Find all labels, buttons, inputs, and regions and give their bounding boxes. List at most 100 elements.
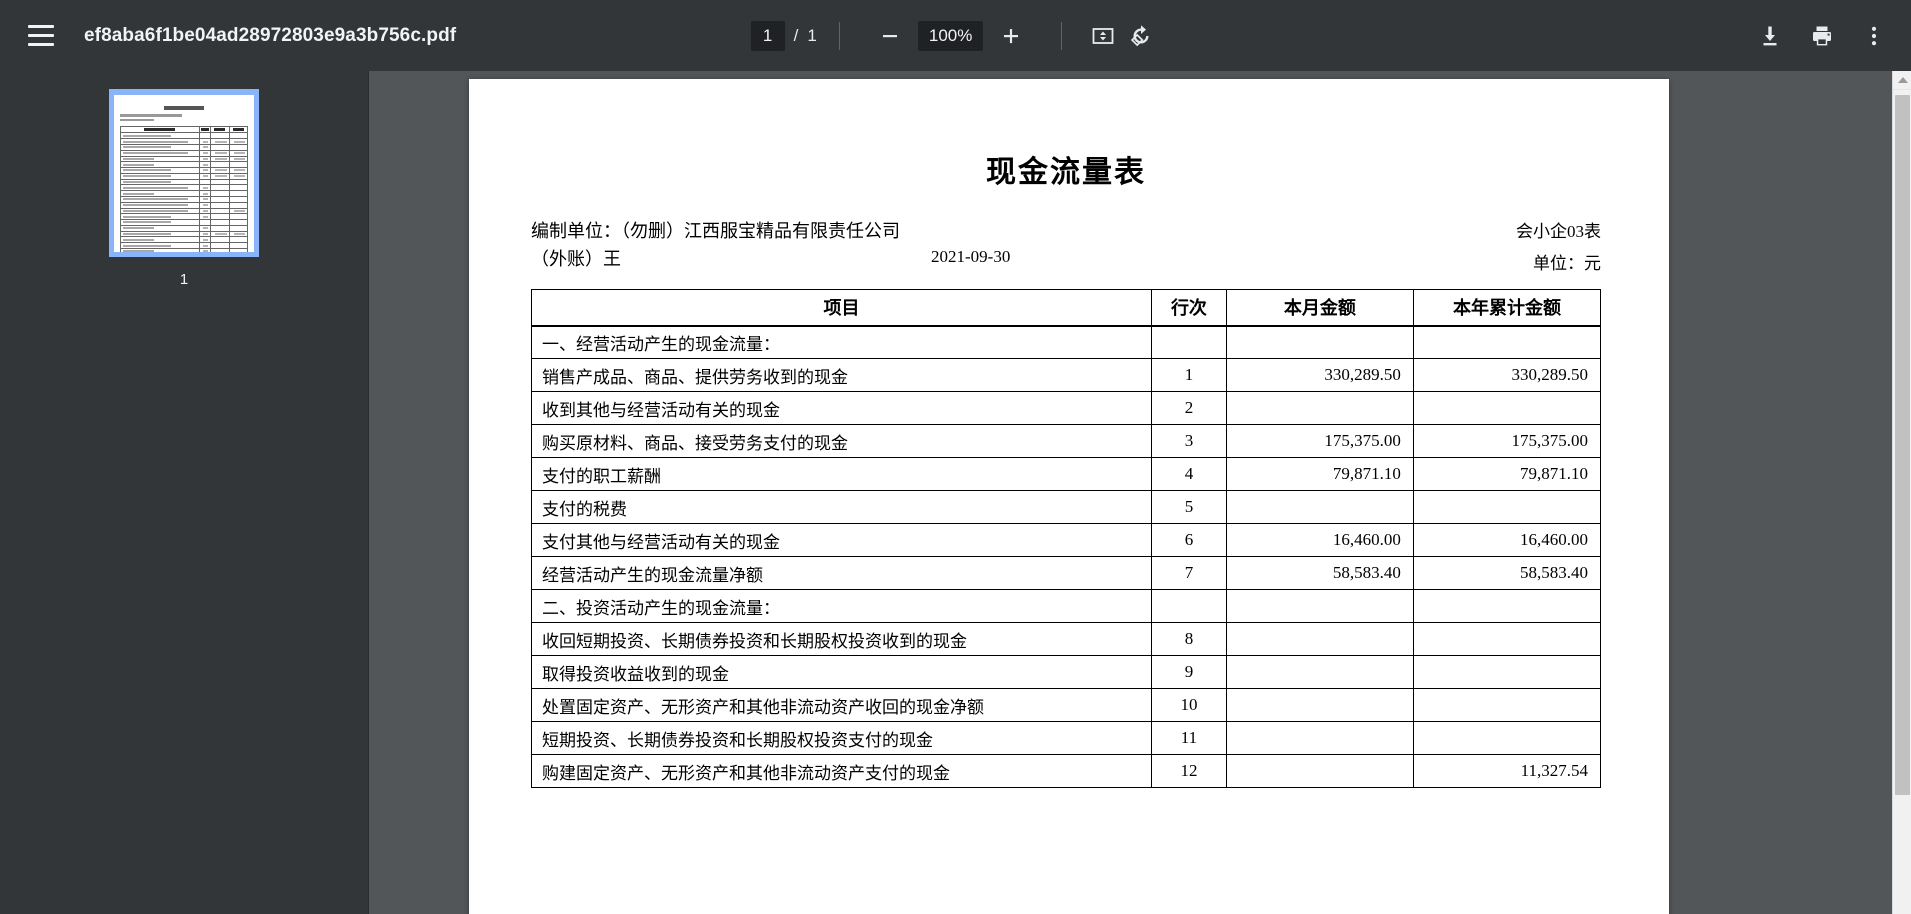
download-button[interactable] [1751, 17, 1789, 55]
cash-flow-table: 项目 行次 本月金额 本年累计金额 一、经营活动产生的现金流量： 销售产成品、商品… [530, 289, 1602, 788]
fit-to-page-icon [1092, 27, 1114, 44]
section-heading-cell: 二、投资活动产生的现金流量： [530, 589, 1153, 623]
month-amount-cell: 330,289.50 [1225, 358, 1414, 392]
report-form-code: 会小企03表 [1516, 222, 1601, 241]
table-row: 一、经营活动产生的现金流量： [530, 325, 1602, 359]
vertical-scrollbar[interactable] [1892, 71, 1911, 914]
plus-icon [1004, 28, 1019, 43]
month-amount-cell: 58,583.40 [1225, 556, 1414, 590]
table-row: 支付的职工薪酬 4 79,871.10 79,871.10 [530, 457, 1602, 491]
item-name-cell: 经营活动产生的现金流量净额 [530, 556, 1153, 590]
month-amount-cell [1225, 688, 1414, 722]
item-name-cell: 销售产成品、商品、提供劳务收到的现金 [530, 358, 1153, 392]
line-number-cell: 10 [1151, 688, 1227, 722]
report-unit: 单位：元 [1533, 254, 1601, 273]
item-name-cell: 支付其他与经营活动有关的现金 [530, 523, 1153, 557]
item-name-cell: 支付的税费 [530, 490, 1153, 524]
zoom-out-button[interactable] [871, 17, 909, 55]
zoom-in-button[interactable] [992, 17, 1030, 55]
thumb-row [120, 125, 249, 134]
rotate-counterclockwise-button[interactable] [1122, 17, 1160, 55]
report-meta-row: 编制单位：（勿删）江西服宝精品有限责任公司 （外账）王 2021-09-30 会… [531, 217, 1601, 279]
month-amount-cell: 79,871.10 [1225, 457, 1414, 491]
year-amount-cell [1412, 490, 1602, 524]
page-total-count: 1 [807, 25, 817, 45]
thumbnail-item-1[interactable]: 1 [109, 89, 259, 288]
thumbnail-page-label: 1 [179, 271, 189, 288]
thumb-row [120, 161, 249, 169]
table-header-row: 项目 行次 本月金额 本年累计金额 [530, 289, 1602, 327]
more-options-button[interactable] [1855, 17, 1893, 55]
table-row: 购建固定资产、无形资产和其他非流动资产支付的现金 12 11,327.54 [530, 754, 1602, 788]
pdf-page-viewer[interactable]: 现金流量表 编制单位：（勿删）江西服宝精品有限责任公司 （外账）王 2021-0… [369, 71, 1892, 914]
column-header-item: 项目 [530, 289, 1153, 327]
item-name-cell: 购建固定资产、无形资产和其他非流动资产支付的现金 [530, 754, 1153, 788]
scroll-up-arrow-icon[interactable] [1893, 71, 1911, 90]
document-file-name: ef8aba6f1be04ad28972803e9a3b756c.pdf [84, 24, 457, 46]
line-number-cell: 7 [1151, 556, 1227, 590]
year-amount-cell: 79,871.10 [1412, 457, 1602, 491]
line-number-cell: 9 [1151, 655, 1227, 689]
line-number-cell: 2 [1151, 391, 1227, 425]
thumb-meta-line [120, 114, 182, 117]
year-amount-cell: 11,327.54 [1412, 754, 1602, 788]
thumb-table [120, 125, 249, 252]
section-heading-cell: 一、经营活动产生的现金流量： [530, 325, 1153, 359]
table-row: 取得投资收益收到的现金 9 [530, 655, 1602, 689]
hamburger-line [28, 34, 54, 37]
hamburger-menu-icon[interactable] [22, 17, 60, 55]
month-amount-cell: 175,375.00 [1225, 424, 1414, 458]
thumb-title-bar [164, 106, 204, 110]
table-row: 购买原材料、商品、接受劳务支付的现金 3 175,375.00 175,375.00 [530, 424, 1602, 458]
line-number-cell: 12 [1151, 754, 1227, 788]
page-separator: / [793, 25, 799, 45]
toolbar-divider [838, 21, 840, 50]
toolbar-right-group [1751, 0, 1893, 71]
column-header-line: 行次 [1151, 289, 1227, 327]
line-number-cell: 1 [1151, 358, 1227, 392]
item-name-cell: 取得投资收益收到的现金 [530, 655, 1153, 689]
item-name-cell: 处置固定资产、无形资产和其他非流动资产收回的现金净额 [530, 688, 1153, 722]
thumbnail-sidebar: 1 [0, 71, 369, 914]
item-name-cell: 收回短期投资、长期债券投资和长期股权投资收到的现金 [530, 622, 1153, 656]
month-amount-cell: 16,460.00 [1225, 523, 1414, 557]
table-row: 经营活动产生的现金流量净额 7 58,583.40 58,583.40 [530, 556, 1602, 590]
report-title: 现金流量表 [986, 156, 1146, 189]
month-amount-cell [1225, 391, 1414, 425]
fit-to-page-button[interactable] [1084, 17, 1122, 55]
print-button[interactable] [1803, 17, 1841, 55]
toolbar-center-group: / 1 100% [0, 17, 1911, 55]
year-amount-cell [1412, 655, 1602, 689]
scrollbar-thumb[interactable] [1895, 95, 1910, 795]
page-number-input[interactable] [750, 20, 785, 51]
item-name-cell: 支付的职工薪酬 [530, 457, 1153, 491]
pdf-page-1: 现金流量表 编制单位：（勿删）江西服宝精品有限责任公司 （外账）王 2021-0… [469, 79, 1669, 914]
table-row: 销售产成品、商品、提供劳务收到的现金 1 330,289.50 330,289.50 [530, 358, 1602, 392]
year-amount-cell: 330,289.50 [1412, 358, 1602, 392]
line-number-cell: 6 [1151, 523, 1227, 557]
report-preparer: 编制单位：（勿删）江西服宝精品有限责任公司 （外账）王 [531, 221, 900, 269]
item-name-cell: 短期投资、长期债券投资和长期股权投资支付的现金 [530, 721, 1153, 755]
hamburger-line [28, 43, 54, 46]
year-amount-cell: 58,583.40 [1412, 556, 1602, 590]
zoom-level-display[interactable]: 100% [917, 20, 984, 51]
pdf-toolbar: ef8aba6f1be04ad28972803e9a3b756c.pdf / 1… [0, 0, 1911, 71]
table-row: 收回短期投资、长期债券投资和长期股权投资收到的现金 8 [530, 622, 1602, 656]
print-icon [1813, 26, 1831, 45]
report-date: 2021-09-30 [931, 247, 1011, 266]
more-vertical-icon [1871, 26, 1877, 45]
item-name-cell: 收到其他与经营活动有关的现金 [530, 391, 1153, 425]
month-amount-cell [1225, 589, 1414, 623]
line-number-cell: 4 [1151, 457, 1227, 491]
month-amount-cell [1225, 655, 1414, 689]
column-header-month: 本月金额 [1225, 289, 1414, 327]
year-amount-cell [1412, 391, 1602, 425]
table-row: 短期投资、长期债券投资和长期股权投资支付的现金 11 [530, 721, 1602, 755]
month-amount-cell [1225, 622, 1414, 656]
thumbnail-selected-frame [109, 89, 259, 257]
table-row: 支付的税费 5 [530, 490, 1602, 524]
line-number-cell: 3 [1151, 424, 1227, 458]
year-amount-cell [1412, 721, 1602, 755]
table-header: 项目 行次 本月金额 本年累计金额 [530, 289, 1602, 327]
